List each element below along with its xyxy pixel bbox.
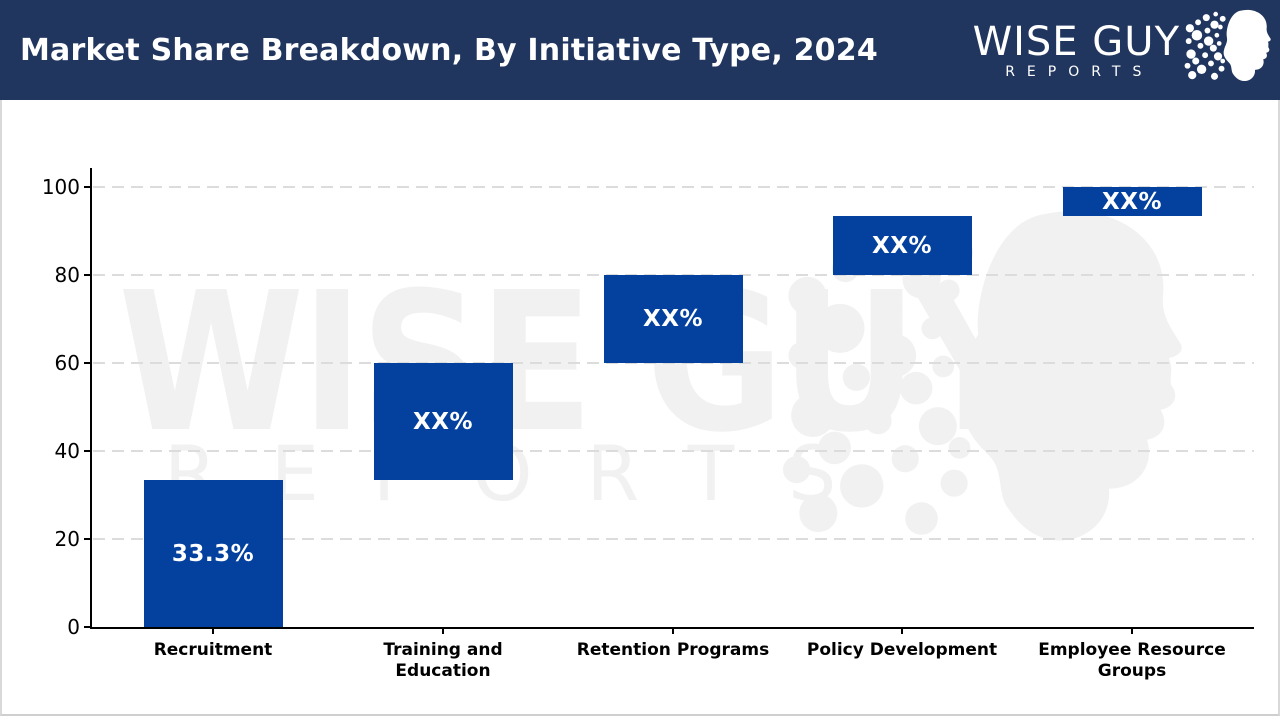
bar-label-employee-resource-groups: XX%	[1101, 188, 1162, 215]
gridline-20	[93, 538, 1254, 540]
x-label-employee-resource-groups: Employee Resource Groups	[1038, 640, 1226, 681]
page-title: Market Share Breakdown, By Initiative Ty…	[20, 32, 878, 68]
brand-subtitle: REPORTS	[1005, 63, 1154, 80]
y-tick-label-20: 20	[54, 527, 80, 551]
y-tick-label-0: 0	[67, 615, 80, 639]
bar-training-and-education: XX%	[373, 363, 513, 481]
chart-panel: WISE GUY REPORTS 0 20 40 60 80 100 33.3% Recrui…	[0, 100, 1280, 716]
bar-retention-programs: XX%	[603, 275, 743, 363]
x-tick-employee-resource-groups	[1131, 627, 1133, 634]
x-label-recruitment: Recruitment	[153, 640, 273, 660]
y-tick-label-80: 80	[54, 263, 80, 287]
y-tick-label-60: 60	[54, 351, 80, 375]
gridline-40	[93, 450, 1254, 452]
header: Market Share Breakdown, By Initiative Ty…	[0, 0, 1280, 100]
y-axis-line	[90, 168, 92, 629]
y-tick-label-40: 40	[54, 439, 80, 463]
x-axis-line	[90, 627, 1254, 629]
x-label-policy-development: Policy Development	[806, 640, 998, 660]
x-label-training-and-education: Training and Education	[383, 640, 503, 681]
x-label-retention-programs: Retention Programs	[576, 640, 770, 660]
y-tick-0	[84, 626, 91, 628]
brand-head-icon	[1184, 9, 1271, 81]
bar-label-recruitment: 33.3%	[171, 540, 255, 567]
y-tick-20	[84, 538, 91, 540]
waterfall-chart: 0 20 40 60 80 100 33.3% Recruitment XX% Training …	[2, 100, 1278, 714]
gridline-60	[93, 362, 1254, 364]
y-tick-40	[84, 450, 91, 452]
y-tick-80	[84, 274, 91, 276]
bar-label-training-and-education: XX%	[412, 408, 473, 435]
brand-logo-text: WISE GUY REPORTS	[973, 22, 1180, 79]
y-tick-100	[84, 186, 91, 188]
bar-recruitment: 33.3%	[143, 480, 283, 627]
x-tick-recruitment	[212, 627, 214, 634]
y-tick-label-100: 100	[41, 175, 80, 199]
bar-employee-resource-groups: XX%	[1062, 187, 1202, 217]
bar-label-retention-programs: XX%	[642, 306, 703, 332]
gridline-100	[93, 186, 1254, 188]
y-tick-60	[84, 362, 91, 364]
brand-wordmark: WISE GUY	[972, 18, 1180, 65]
bar-label-policy-development: XX%	[871, 232, 932, 259]
brand-logo: WISE GUY REPORTS	[973, 0, 1272, 100]
x-tick-policy-development	[901, 627, 903, 634]
x-tick-training-and-education	[442, 627, 444, 634]
x-tick-retention-programs	[672, 627, 674, 634]
bar-policy-development: XX%	[832, 216, 972, 275]
